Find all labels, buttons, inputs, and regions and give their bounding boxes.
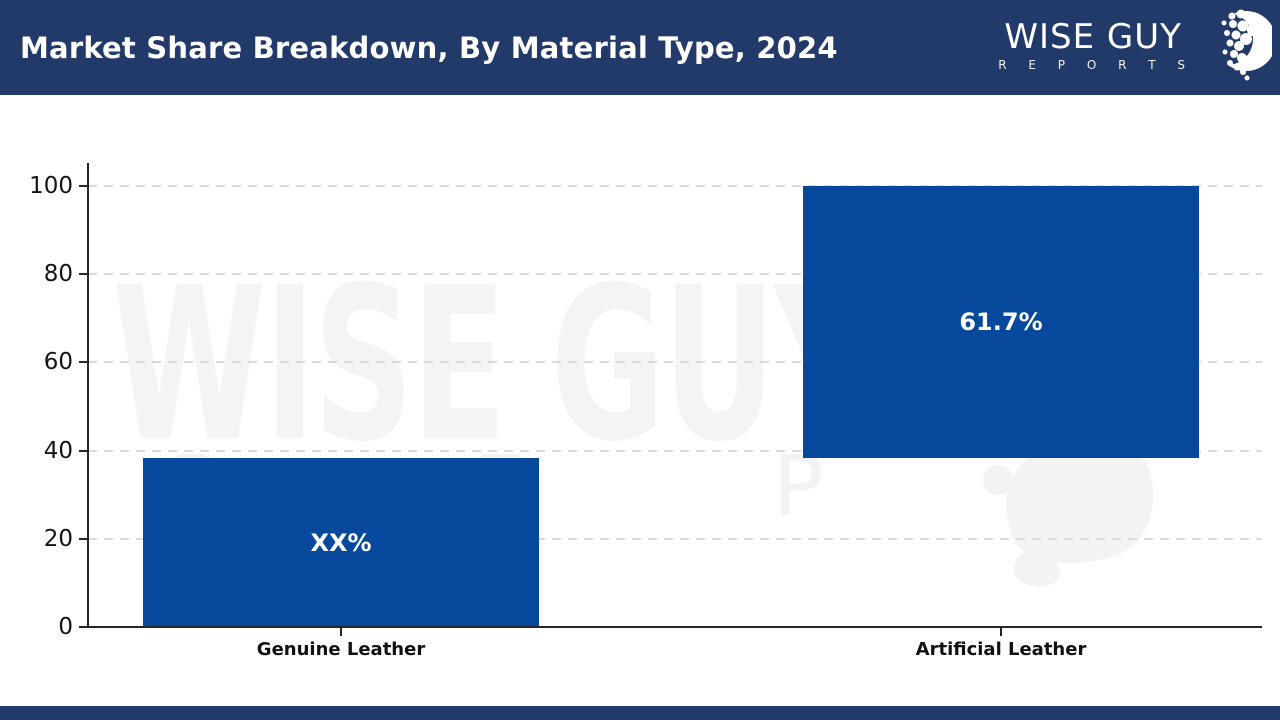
gridline-100 xyxy=(88,185,1262,187)
brand-face-icon xyxy=(1201,9,1272,81)
brand-name: WISE GUY xyxy=(1004,17,1182,58)
gridline-60 xyxy=(88,361,1262,364)
bar-genuine-leather xyxy=(143,458,539,627)
y-axis-tick-label: 60 xyxy=(43,349,73,376)
page-title: Market Share Breakdown, By Material Type… xyxy=(20,30,838,65)
y-axis-tick-label: 40 xyxy=(43,437,73,464)
bar-value-label: 61.7% xyxy=(959,308,1043,337)
brand-subtitle: R E P O R T S xyxy=(998,57,1194,72)
y-axis-tick-80 xyxy=(79,273,88,276)
bar-artificial-leather xyxy=(803,186,1199,459)
y-axis-tick-0 xyxy=(79,626,88,628)
bar-value-label: XX% xyxy=(310,528,372,557)
x-axis-tick xyxy=(340,627,342,636)
x-axis-category-label: Genuine Leather xyxy=(256,639,426,660)
gridline-80 xyxy=(88,273,1262,276)
footer-bar xyxy=(0,706,1280,720)
y-axis-tick-100 xyxy=(79,185,88,187)
y-axis-tick-60 xyxy=(79,361,88,364)
y-axis-tick-20 xyxy=(79,537,88,540)
header-bar: Market Share Breakdown, By Material Type… xyxy=(0,0,1280,95)
y-axis-tick-label: 0 xyxy=(58,614,73,640)
brand-logo-text: WISE GUY R E P O R T S xyxy=(992,17,1194,72)
x-axis-tick xyxy=(1000,627,1002,636)
y-axis-tick-label: 80 xyxy=(43,261,73,288)
x-axis-line xyxy=(87,626,1262,628)
y-axis-tick-label: 100 xyxy=(29,173,73,199)
x-axis-category-label: Artificial Leather xyxy=(915,639,1087,660)
gridline-20 xyxy=(88,537,1262,540)
gridline-40 xyxy=(88,449,1262,452)
y-axis-tick-label: 20 xyxy=(43,525,73,552)
y-axis-tick-40 xyxy=(79,449,88,452)
y-axis-line xyxy=(87,163,89,628)
watermark-text-line1: WISE GUY xyxy=(112,241,875,488)
brand-logo: WISE GUY R E P O R T S xyxy=(992,5,1272,87)
